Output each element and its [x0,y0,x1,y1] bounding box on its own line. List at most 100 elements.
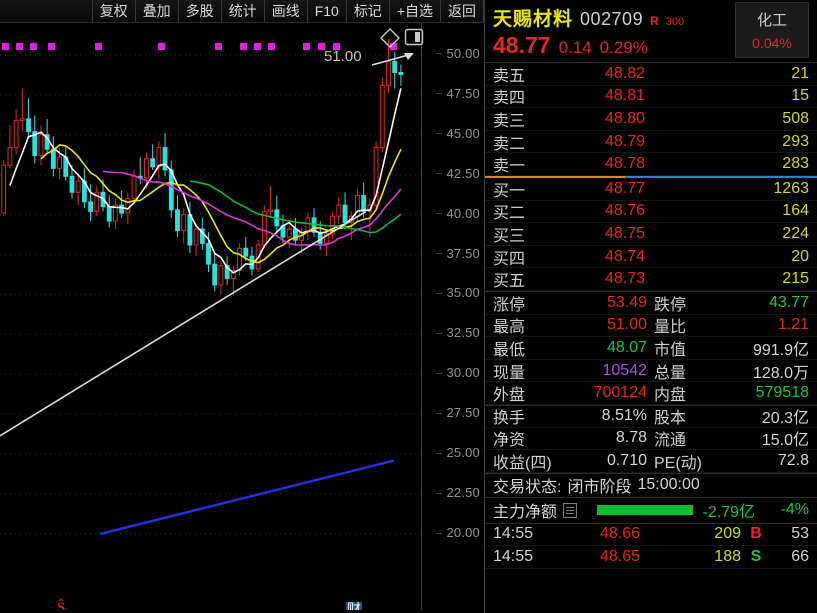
signal-marker [16,43,23,50]
sector-box[interactable]: 化工 0.04% [735,2,809,58]
candle-body [361,194,367,212]
ask-row[interactable]: 卖三 48.80 508 [485,108,817,131]
tick-price: 48.65 [599,548,641,566]
y-axis-tick: 35.00 [436,285,480,300]
toolbar-button-复权[interactable]: 复权 [91,0,135,22]
y-tick-mark [436,452,443,454]
y-axis-tick: 47.50 [436,86,480,101]
candle-body [206,242,211,265]
y-tick-mark [436,253,443,255]
toolbar-button-返回[interactable]: 返回 [440,0,484,22]
candle-body [131,175,137,200]
y-tick-mark [436,492,443,494]
stat-label-right: 跌停 [654,296,687,314]
stat-row: 现量 10542 总量 128.0万 [485,360,817,383]
candle-body [144,158,149,179]
sector-name: 化工 [756,12,787,29]
bid-label: 买二 [493,205,526,223]
capital-flow-row[interactable]: 主力净额 -2.79亿 -4% [485,498,817,524]
tick-list[interactable]: 14:55 48.66 209 B 53 14:55 48.65 188 S 66 [485,524,817,569]
toolbar-button-F10[interactable]: F10 [306,0,346,22]
bid-row[interactable]: 买四 48.74 20 [485,246,817,269]
capital-flow-bar [597,505,694,516]
candle-body [1,164,7,214]
stat-value-right: 128.0万 [752,364,809,382]
stat-value-left: 8.78 [615,429,647,447]
toolbar-button-+自选[interactable]: +自选 [388,0,440,22]
kline-canvas [0,38,424,536]
y-tick-mark [436,412,443,414]
bid-price: 48.75 [604,224,646,242]
candle-body [187,214,193,246]
diamond-icon[interactable] [379,27,401,49]
toolbar-button-标记[interactable]: 标记 [345,0,389,22]
y-axis-tick: 42.50 [436,166,480,181]
bid-row[interactable]: 买二 48.76 164 [485,201,817,224]
ask-row[interactable]: 卖二 48.79 293 [485,131,817,154]
price-change: 0.14 [558,38,592,57]
y-tick-mark [436,133,443,135]
panel-toggle-icon[interactable] [404,27,424,47]
signal-marker [268,43,275,50]
bid-price: 48.76 [604,202,646,220]
bid-row[interactable]: 买三 48.75 224 [485,223,817,246]
tick-row[interactable]: 14:55 48.66 209 B 53 [485,524,817,547]
chart-toolbar: 复权 叠加 多股 统计 画线 F10 标记 +自选 返回 [0,0,484,23]
candle-body [38,134,44,157]
sell-signal-marker: Ŝ [57,600,66,610]
stat-label-right: 流通 [654,432,687,450]
ma-line [102,170,402,247]
ask-row[interactable]: 卖五 48.82 21 [485,63,817,86]
bid-price: 48.77 [604,179,646,197]
ask-row[interactable]: 卖四 48.81 15 [485,86,817,109]
y-axis-tick: 40.00 [436,206,480,221]
toolbar-button-画线[interactable]: 画线 [263,0,307,22]
tick-row[interactable]: 14:55 48.65 188 S 66 [485,546,817,569]
book-divider [485,175,817,178]
bid-qty: 164 [782,202,809,220]
list-icon[interactable] [563,502,578,518]
y-tick-mark [436,532,443,534]
tick-price: 48.66 [599,525,641,543]
capital-flow-value: -2.79亿 [702,504,755,522]
bid-row[interactable]: 买五 48.73 215 [485,268,817,291]
candle-body [218,265,224,286]
toolbar-button-叠加[interactable]: 叠加 [134,0,178,22]
toolbar-button-统计[interactable]: 统计 [220,0,264,22]
tick-time: 14:55 [493,548,534,566]
toolbar-button-多股[interactable]: 多股 [177,0,221,22]
kline-chart-area[interactable]: 50.00 47.50 45.00 42.50 40.00 37.50 35.00 32.50… [0,23,484,610]
trend-line-white [0,210,367,437]
candle-body [243,247,249,257]
tick-time: 14:55 [493,525,534,543]
stat-label-left: 最低 [493,341,526,359]
candle-body [88,201,94,212]
stock-name: 天赐材料 [493,9,574,30]
ask-qty: 508 [782,109,809,127]
ask-label: 卖五 [493,67,526,85]
ask-label: 卖二 [493,135,526,153]
bid-qty: 215 [782,270,809,288]
stat-label-left: 收益(四) [493,454,552,472]
high-price-annotation: 51.00 [324,48,362,65]
candle-body [212,263,218,286]
y-axis-tick: 22.50 [436,485,480,500]
stat-value-right: 15.0亿 [761,432,809,450]
trading-status: 交易状态: 闭市阶段 15:00:00 [485,472,817,498]
ask-qty: 293 [782,132,809,150]
candle-body [237,247,242,272]
stat-value-left: 0.710 [606,451,647,469]
y-tick-mark [436,292,443,294]
bid-row[interactable]: 买一 48.77 1263 [485,178,817,201]
stat-row: 最高 51.00 量比 1.21 [485,315,817,338]
candle-body [336,204,342,217]
candle-body [26,118,31,133]
stat-row: 涨停 53.49 跌停 43.77 [485,292,817,315]
quote-panel: 天赐材料 002709 R 300 48.77 0.14 0.29% 化工 0.… [484,0,817,613]
finance-marker: 财 [346,602,362,610]
candle-body [156,147,162,168]
ask-qty: 283 [782,155,809,173]
signal-marker [240,43,247,50]
ask-row[interactable]: 卖一 48.78 283 [485,153,817,176]
stat-label-left: 现量 [493,364,526,382]
